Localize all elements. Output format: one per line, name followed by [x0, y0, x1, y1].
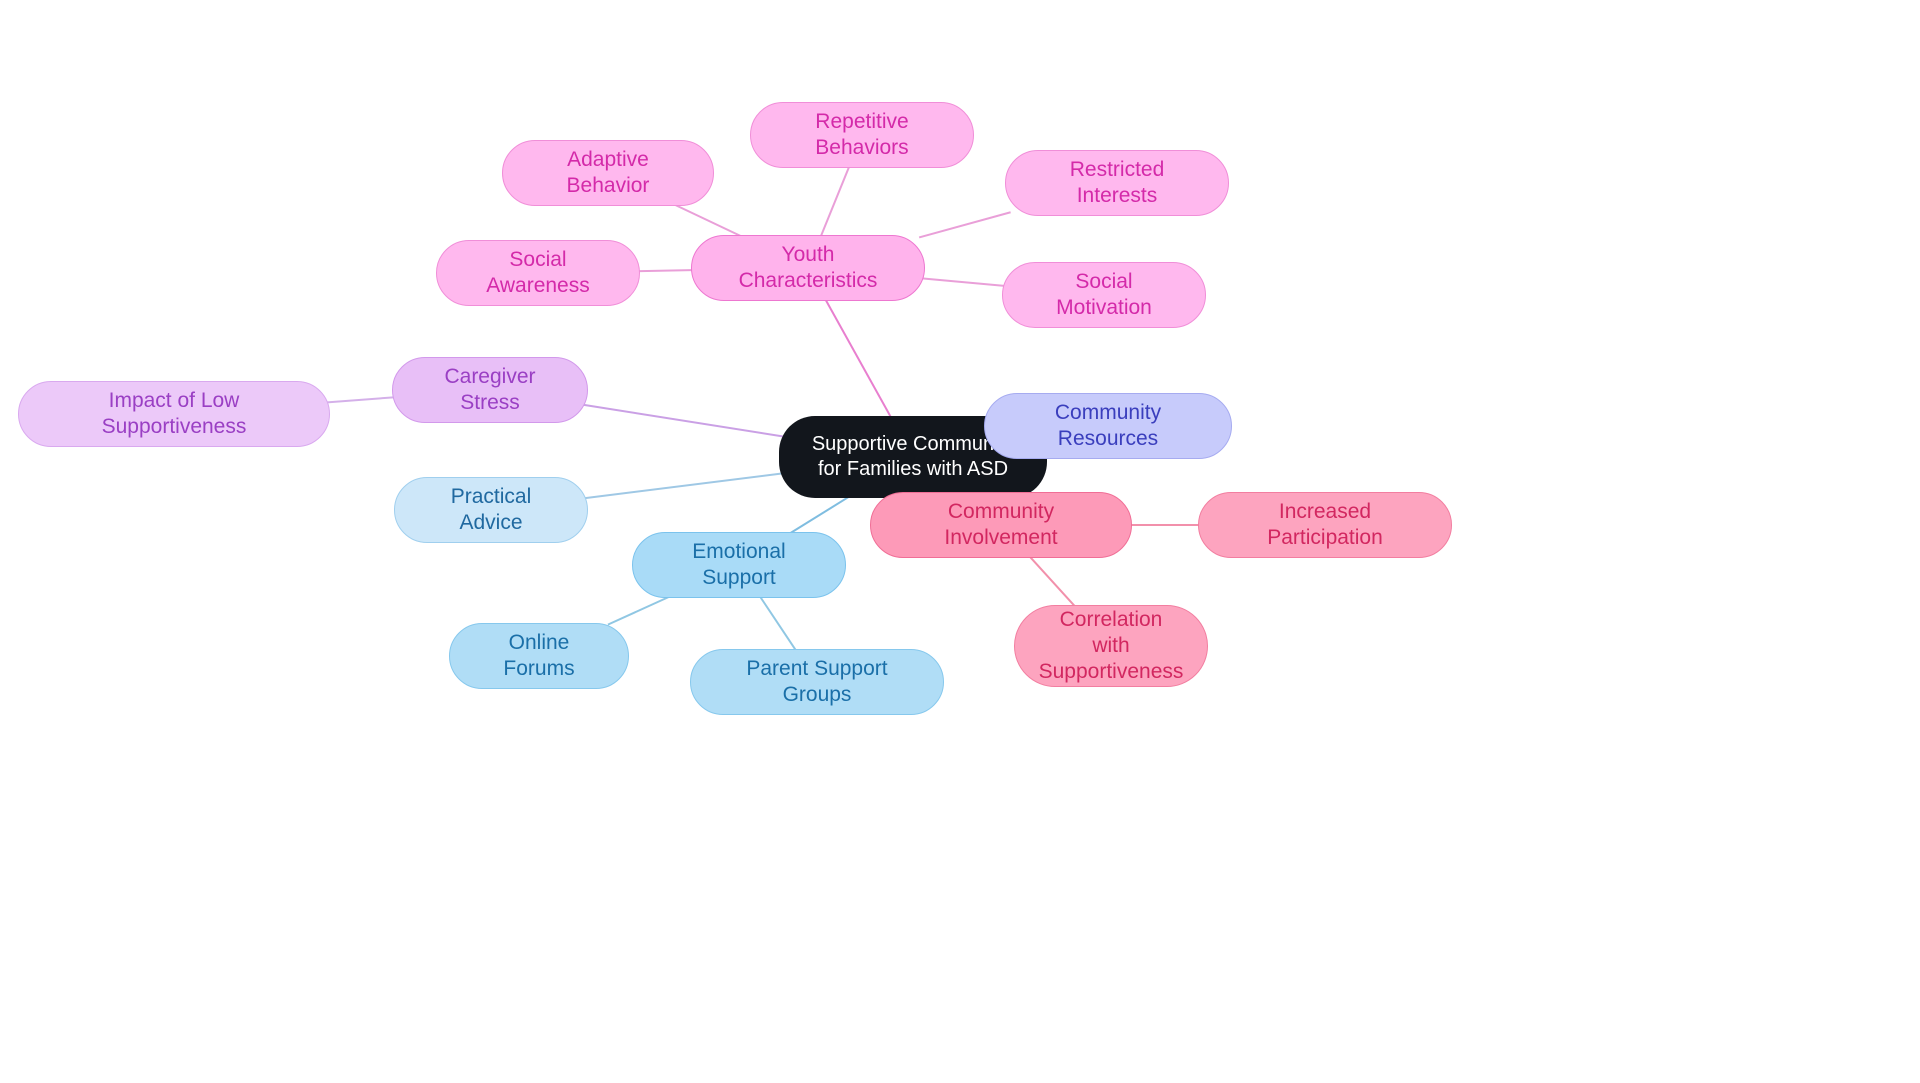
node-parentgrp: Parent Support Groups: [690, 649, 944, 715]
edge: [583, 405, 786, 437]
node-adaptive: Adaptive Behavior: [502, 140, 714, 206]
edge: [635, 270, 697, 271]
edge: [825, 299, 891, 418]
edge: [821, 166, 850, 236]
edge: [608, 596, 670, 624]
edge: [760, 596, 796, 650]
node-label: Caregiver Stress: [421, 364, 559, 417]
node-community_inv: Community Involvement: [870, 492, 1132, 558]
edge: [674, 204, 742, 236]
edge: [790, 496, 851, 534]
node-label: Impact of Low Supportiveness: [47, 388, 301, 441]
node-label: Increased Participation: [1227, 499, 1423, 552]
node-label: Emotional Support: [661, 539, 817, 592]
node-restricted: Restricted Interests: [1005, 150, 1229, 216]
node-label: Parent Support Groups: [719, 656, 915, 709]
mindmap-diagram: Supportive Community for Families with A…: [0, 0, 1920, 1083]
node-label: Practical Advice: [423, 484, 559, 537]
node-practical: Practical Advice: [394, 477, 588, 543]
node-label: Social Awareness: [465, 247, 611, 300]
node-youth: Youth Characteristics: [691, 235, 925, 301]
node-label: Supportive Community for Families with A…: [809, 432, 1017, 482]
node-label: Community Involvement: [899, 499, 1103, 552]
node-repetitive: Repetitive Behaviors: [750, 102, 974, 168]
node-label: Youth Characteristics: [720, 242, 896, 295]
node-emotional: Emotional Support: [632, 532, 846, 598]
node-socialaw: Social Awareness: [436, 240, 640, 306]
node-label: Adaptive Behavior: [531, 147, 685, 200]
node-label: Online Forums: [478, 630, 600, 683]
edge: [583, 473, 786, 498]
node-label: Social Motivation: [1031, 269, 1177, 322]
node-forums: Online Forums: [449, 623, 629, 689]
node-resources: Community Resources: [984, 393, 1232, 459]
node-correlation: Correlation with Supportiveness: [1014, 605, 1208, 687]
node-caregiver: Caregiver Stress: [392, 357, 588, 423]
node-lowsupp: Impact of Low Supportiveness: [18, 381, 330, 447]
node-particip: Increased Participation: [1198, 492, 1452, 558]
edge: [322, 397, 397, 403]
node-label: Community Resources: [1013, 400, 1203, 453]
node-label: Correlation with Supportiveness: [1039, 607, 1184, 686]
node-socialmot: Social Motivation: [1002, 262, 1206, 328]
node-label: Repetitive Behaviors: [779, 109, 945, 162]
node-label: Restricted Interests: [1034, 157, 1200, 210]
edge: [919, 212, 1010, 237]
edge: [919, 278, 1007, 286]
edge: [1030, 556, 1076, 607]
